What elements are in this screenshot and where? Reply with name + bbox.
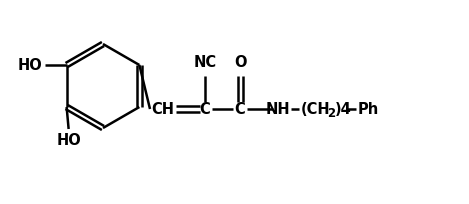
Text: NC: NC bbox=[193, 55, 217, 70]
Text: O: O bbox=[234, 55, 246, 70]
Text: Ph: Ph bbox=[358, 102, 379, 117]
Text: 2: 2 bbox=[327, 107, 335, 120]
Text: HO: HO bbox=[18, 58, 43, 73]
Text: (CH: (CH bbox=[301, 102, 331, 117]
Text: HO: HO bbox=[56, 132, 81, 147]
Text: CH: CH bbox=[151, 102, 174, 117]
Text: )4: )4 bbox=[335, 102, 352, 117]
Text: C: C bbox=[200, 102, 211, 117]
Text: NH: NH bbox=[265, 102, 290, 117]
Text: C: C bbox=[234, 102, 245, 117]
